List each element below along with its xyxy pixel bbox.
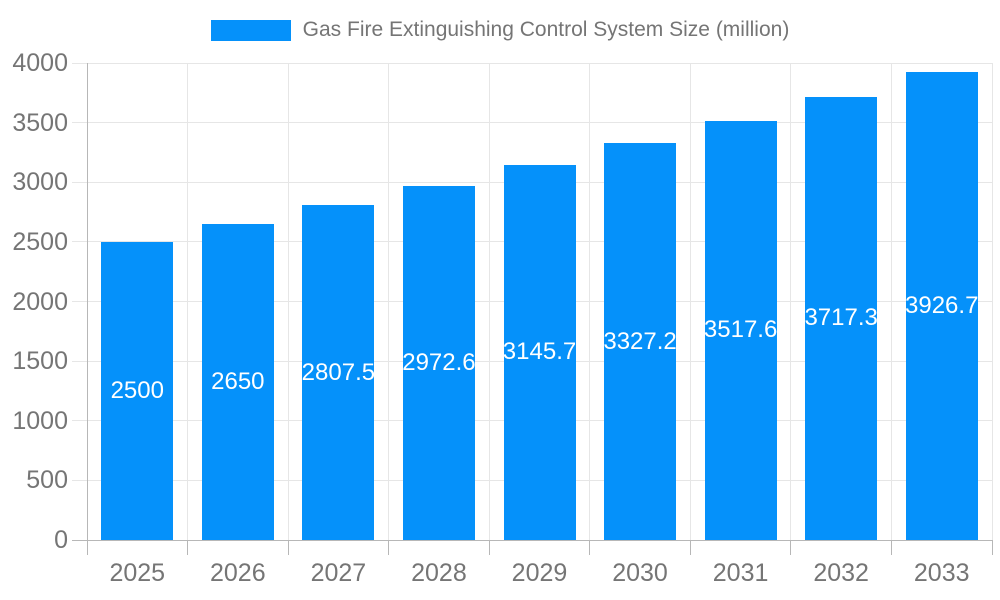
y-axis-tick-label: 3500	[12, 108, 68, 137]
x-axis-tick-label: 2033	[913, 559, 970, 587]
x-axis-tick	[589, 540, 591, 555]
y-axis-tick-label: 500	[26, 466, 68, 495]
bar[interactable]	[805, 96, 878, 540]
gridline-horizontal	[72, 122, 992, 124]
y-axis-tick-label: 1000	[12, 406, 68, 435]
y-axis-line	[86, 63, 88, 555]
x-axis-tick	[790, 540, 792, 555]
x-axis-tick-label: 2025	[109, 559, 166, 587]
bar[interactable]	[201, 223, 274, 540]
x-axis-tick	[689, 540, 691, 555]
y-axis-tick-label: 4000	[12, 49, 68, 77]
y-axis-tick-label: 0	[54, 526, 68, 554]
x-axis-tick-label: 2028	[411, 559, 467, 587]
x-axis-tick-label: 2032	[813, 559, 869, 587]
x-axis-line	[72, 539, 992, 541]
bar[interactable]	[604, 143, 677, 540]
x-axis-tick	[388, 540, 390, 555]
x-axis-tick	[488, 540, 490, 555]
legend-label: Gas Fire Extinguishing Control System Si…	[302, 18, 790, 41]
bar[interactable]	[302, 205, 375, 540]
gridline-vertical	[991, 63, 993, 540]
bar[interactable]	[905, 71, 978, 540]
gridline-horizontal	[72, 62, 992, 64]
x-axis-tick-label: 2026	[210, 559, 266, 587]
y-axis-tick-label: 1500	[12, 347, 68, 376]
legend-swatch	[210, 19, 291, 41]
bar[interactable]	[101, 241, 174, 540]
x-axis-tick-label: 2030	[612, 559, 668, 587]
bar[interactable]	[503, 164, 576, 540]
x-axis-tick-label: 2027	[310, 559, 367, 587]
x-axis-tick-label: 2031	[712, 559, 769, 587]
y-axis-tick-label: 2500	[12, 227, 68, 256]
bar[interactable]	[402, 185, 475, 540]
y-axis-tick-label: 3000	[12, 168, 68, 197]
bar[interactable]	[704, 120, 777, 540]
y-axis-tick-label: 2000	[12, 287, 68, 316]
x-axis-tick	[991, 540, 993, 555]
x-axis-tick	[187, 540, 189, 555]
x-axis-tick	[287, 540, 289, 555]
legend: Gas Fire Extinguishing Control System Si…	[0, 17, 1000, 43]
x-axis-tick-label: 2029	[511, 559, 568, 587]
x-axis-tick	[890, 540, 892, 555]
